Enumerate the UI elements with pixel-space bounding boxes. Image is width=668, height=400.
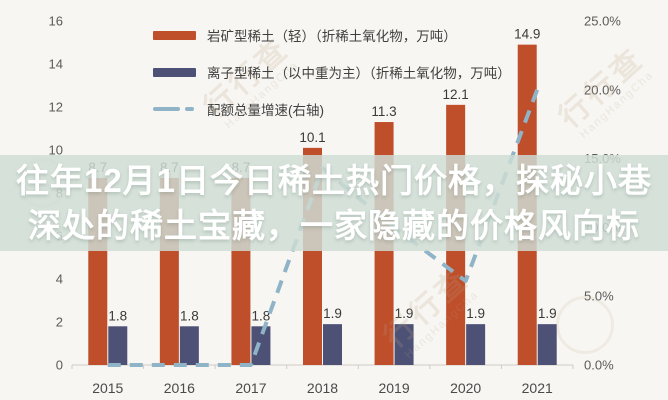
x-axis-category-label: 2021	[522, 380, 553, 396]
bar-value-label: 1.9	[395, 306, 414, 321]
title-overlay-banner: 往年12月1日今日稀土热门价格，探秘小巷 深处的稀土宝藏，一家隐藏的价格风向标	[0, 155, 668, 251]
legend: 岩矿型稀土（轻）（折稀土氧化物，万吨） 离子型稀土（以中重为主）（折稀土氧化物，…	[153, 27, 511, 118]
bar-value-label: 12.1	[443, 87, 469, 102]
legend-item-growth: 配额总量增速(右轴)	[153, 101, 511, 118]
y-axis-left-tick-label: 4	[56, 272, 63, 287]
y-axis-right-tick-label: 5.0%	[584, 289, 614, 304]
bar-ionic	[108, 326, 128, 365]
x-axis-category-label: 2020	[450, 380, 481, 396]
x-axis-category-label: 2018	[307, 380, 338, 396]
bar-value-label: 10.1	[299, 130, 325, 145]
y-axis-left-tick-label: 14	[49, 57, 63, 72]
bar-value-label: 14.9	[514, 27, 540, 42]
y-axis-left-tick-label: 10	[49, 143, 63, 158]
x-axis-category-label: 2016	[164, 380, 195, 396]
legend-label-ionic: 离子型稀土（以中重为主）（折稀土氧化物，万吨）	[207, 66, 511, 81]
bar-ionic	[394, 324, 414, 365]
y-axis-right-tick-label: 25.0%	[584, 14, 621, 29]
y-axis-right-tick-label: 20.0%	[584, 82, 621, 97]
bar-value-label: 1.8	[252, 308, 271, 323]
bar-ionic	[537, 324, 557, 365]
y-axis-left-tick-label: 0	[56, 358, 63, 373]
overlay-title-line1: 往年12月1日今日稀土热门价格，探秘小巷	[15, 162, 653, 199]
y-axis-left-tick-label: 12	[49, 100, 63, 115]
bar-ionic	[466, 324, 486, 365]
bar-value-label: 11.3	[371, 104, 396, 119]
bar-ionic	[323, 324, 342, 365]
legend-swatch-rock-bar-icon	[153, 30, 196, 40]
bar-value-label: 1.8	[108, 308, 127, 323]
bar-value-label: 1.9	[538, 306, 557, 321]
x-axis-category-label: 2019	[378, 380, 409, 396]
bar-value-label: 1.9	[466, 306, 485, 321]
overlay-title-line2: 深处的稀土宝藏，一家隐藏的价格风向标	[28, 207, 640, 244]
legend-label-growth: 配额总量增速(右轴)	[207, 103, 324, 118]
y-axis-left-tick-label: 16	[49, 14, 63, 29]
x-axis-category-label: 2017	[235, 380, 266, 396]
bar-value-label: 1.8	[180, 308, 199, 323]
legend-dashed-line-icon	[153, 107, 196, 111]
x-axis-category-label: 2015	[92, 380, 123, 396]
y-axis-left-tick-label: 2	[56, 315, 63, 330]
y-axis-right-tick-label: 0.0%	[584, 358, 614, 373]
legend-label-rock-ore: 岩矿型稀土（轻）（折稀土氧化物，万吨）	[207, 29, 457, 44]
bar-value-label: 1.9	[323, 306, 342, 321]
bar-ionic	[179, 326, 199, 365]
legend-item-ionic: 离子型稀土（以中重为主）（折稀土氧化物，万吨）	[153, 64, 511, 81]
legend-item-rock-ore: 岩矿型稀土（轻）（折稀土氧化物，万吨）	[153, 27, 511, 44]
legend-swatch-ionic-bar-icon	[153, 67, 196, 77]
